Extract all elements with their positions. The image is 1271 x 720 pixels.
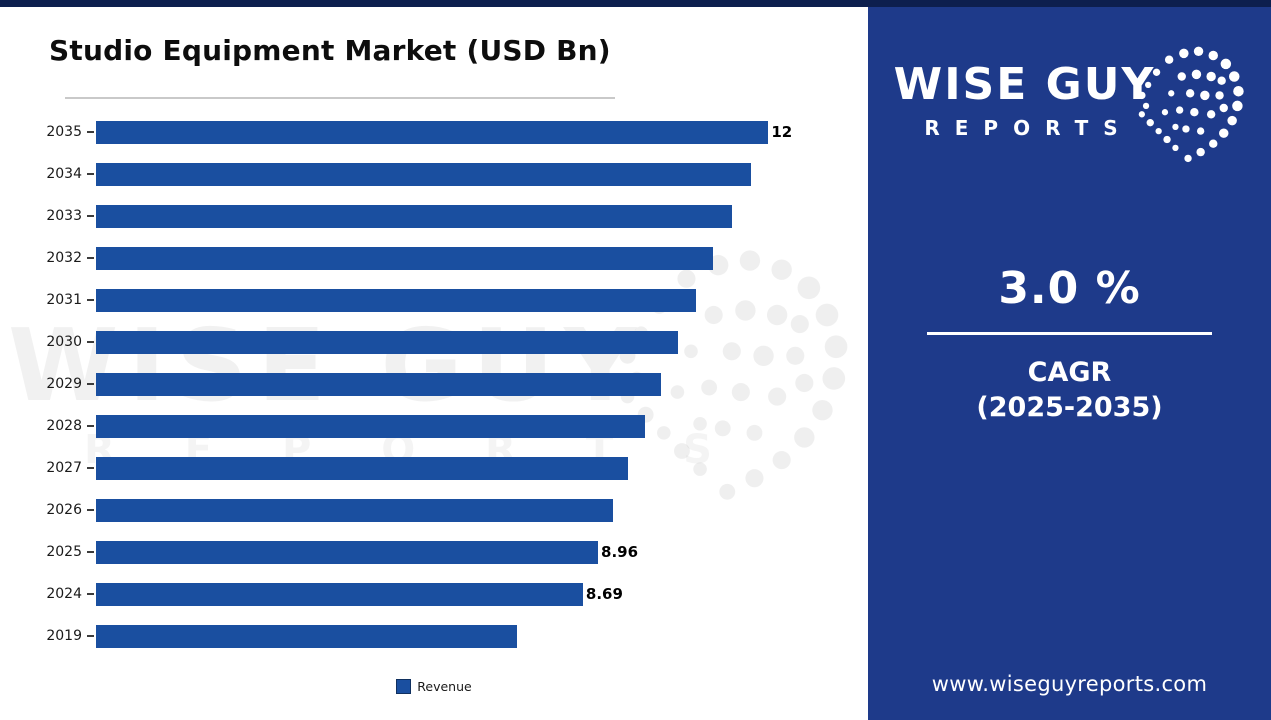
year-tick-label: 2027 xyxy=(46,460,82,476)
bar-track xyxy=(96,330,858,354)
bar-row: 2034 xyxy=(28,153,858,195)
bar-track xyxy=(96,372,858,396)
brand-panel: WISE GUY REPORTS 3.0 % CAGR (2025-2035) … xyxy=(868,7,1271,720)
axis-tick xyxy=(87,467,94,469)
bar-row: 2024 8.69 xyxy=(28,573,858,615)
legend-swatch-icon xyxy=(396,679,412,694)
legend-label: Revenue xyxy=(417,679,472,694)
year-tick-label: 2028 xyxy=(46,418,82,434)
page: WISE GUY R E P O R T S Studio Equipment … xyxy=(0,7,1271,720)
logo-text: WISE GUY REPORTS xyxy=(894,59,1156,140)
revenue-bar xyxy=(96,624,518,648)
bar-row: 2027 xyxy=(28,447,858,489)
year-tick-label: 2032 xyxy=(46,250,82,266)
axis-tick xyxy=(87,341,94,343)
bar-track xyxy=(96,246,858,270)
revenue-bar xyxy=(96,540,599,564)
revenue-bar xyxy=(96,582,583,606)
bar-row: 2032 xyxy=(28,237,858,279)
bar-track xyxy=(96,456,858,480)
axis-tick xyxy=(87,299,94,301)
chart-section: WISE GUY R E P O R T S Studio Equipment … xyxy=(0,7,868,720)
year-tick-label: 2029 xyxy=(46,376,82,392)
year-tick-label: 2031 xyxy=(46,292,82,308)
year-tick-label: 2035 xyxy=(46,124,82,140)
bar-value-label: 8.69 xyxy=(585,585,623,603)
revenue-bar xyxy=(96,246,714,270)
revenue-bar xyxy=(96,120,769,144)
logo-subtitle: REPORTS xyxy=(924,116,1133,140)
chart-title: Studio Equipment Market (USD Bn) xyxy=(49,34,611,67)
bar-track xyxy=(96,288,858,312)
axis-tick xyxy=(87,257,94,259)
bar-track xyxy=(96,204,858,228)
logo-head-icon xyxy=(1129,45,1245,171)
year-tick-label: 2030 xyxy=(46,334,82,350)
bar-row: 2029 xyxy=(28,363,858,405)
bar-track: 8.69 xyxy=(96,582,858,606)
revenue-bar xyxy=(96,456,629,480)
axis-tick xyxy=(87,593,94,595)
year-tick-label: 2024 xyxy=(46,586,82,602)
year-tick-label: 2019 xyxy=(46,628,82,644)
bar-row: 2035 12 xyxy=(28,111,858,153)
cagr-divider xyxy=(927,332,1212,335)
bar-row: 2033 xyxy=(28,195,858,237)
cagr-block: 3.0 % CAGR (2025-2035) xyxy=(868,263,1271,425)
bar-row: 2025 8.96 xyxy=(28,531,858,573)
cagr-period: (2025-2035) xyxy=(976,392,1163,424)
bar-track xyxy=(96,162,858,186)
bar-track xyxy=(96,624,858,648)
bar-row: 2030 xyxy=(28,321,858,363)
axis-tick xyxy=(87,425,94,427)
legend: Revenue xyxy=(0,679,868,694)
revenue-bar xyxy=(96,372,661,396)
bar-track: 8.96 xyxy=(96,540,858,564)
revenue-bar xyxy=(96,204,732,228)
title-divider xyxy=(65,97,615,99)
cagr-label: CAGR xyxy=(1027,357,1112,388)
year-tick-label: 2033 xyxy=(46,208,82,224)
bar-track: 12 xyxy=(96,120,858,144)
revenue-bar xyxy=(96,330,678,354)
axis-tick xyxy=(87,215,94,217)
bar-value-label: 8.96 xyxy=(601,543,639,561)
revenue-bar xyxy=(96,162,751,186)
bar-value-label: 12 xyxy=(771,123,793,141)
wise-guy-logo: WISE GUY REPORTS xyxy=(894,45,1246,171)
year-tick-label: 2026 xyxy=(46,502,82,518)
axis-tick xyxy=(87,383,94,385)
bar-row: 2031 xyxy=(28,279,858,321)
revenue-bar xyxy=(96,288,696,312)
axis-tick xyxy=(87,509,94,511)
top-border-strip xyxy=(0,0,1271,7)
revenue-bar xyxy=(96,414,645,438)
axis-tick xyxy=(87,131,94,133)
cagr-value: 3.0 % xyxy=(998,263,1141,314)
bar-track xyxy=(96,498,858,522)
axis-tick xyxy=(87,173,94,175)
axis-tick xyxy=(87,551,94,553)
bar-row: 2019 xyxy=(28,615,858,657)
year-tick-label: 2025 xyxy=(46,544,82,560)
revenue-bar xyxy=(96,498,614,522)
year-tick-label: 2034 xyxy=(46,166,82,182)
bar-chart: 2035 12 2034 2033 2032 2031 2030 2029 2028 2027 20… xyxy=(28,111,858,657)
bar-track xyxy=(96,414,858,438)
logo-wordmark: WISE GUY xyxy=(893,59,1156,110)
bar-row: 2028 xyxy=(28,405,858,447)
website-url: www.wiseguyreports.com xyxy=(931,672,1208,696)
bar-row: 2026 xyxy=(28,489,858,531)
axis-tick xyxy=(87,635,94,637)
